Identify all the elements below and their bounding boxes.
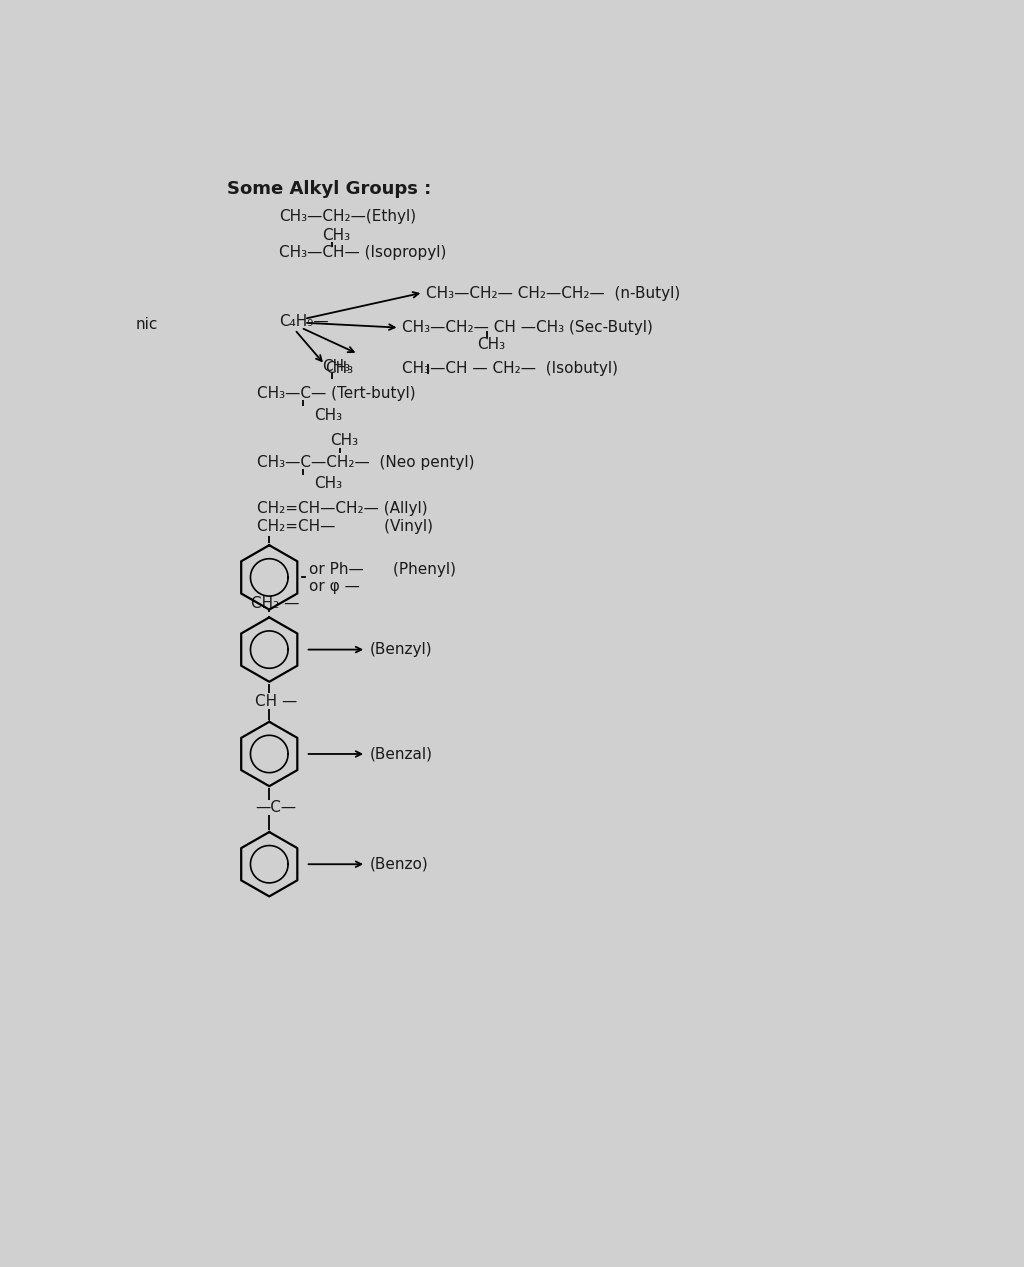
Text: (Benzal): (Benzal) (370, 746, 433, 761)
Text: CH₃: CH₃ (314, 476, 343, 492)
Text: CH₃: CH₃ (325, 361, 353, 376)
Text: CH₃: CH₃ (331, 433, 358, 449)
Text: (Benzo): (Benzo) (370, 856, 429, 872)
Text: CH₃—CH — CH₂—  (Isobutyl): CH₃—CH — CH₂— (Isobutyl) (401, 361, 617, 376)
Text: CH₃: CH₃ (323, 359, 350, 374)
Text: CH₃: CH₃ (323, 228, 350, 243)
Text: CH₃—CH— (Isopropyl): CH₃—CH— (Isopropyl) (279, 245, 446, 260)
Text: CH₃—CH₂— CH —CH₃ (Sec-Butyl): CH₃—CH₂— CH —CH₃ (Sec-Butyl) (401, 321, 652, 336)
Text: CH₃—C— (Tert-butyl): CH₃—C— (Tert-butyl) (257, 385, 416, 400)
Text: CH₂=CH—CH₂— (Allyl): CH₂=CH—CH₂— (Allyl) (257, 500, 428, 516)
Text: or Ph—      (Phenyl): or Ph— (Phenyl) (309, 563, 456, 576)
Text: C₄H₉—: C₄H₉— (279, 314, 329, 329)
Text: CH₃—CH₂— CH₂—CH₂—  (n-Butyl): CH₃—CH₂— CH₂—CH₂— (n-Butyl) (426, 286, 680, 302)
Text: CH₂=CH—          (Vinyl): CH₂=CH— (Vinyl) (257, 519, 433, 535)
Text: CH₃: CH₃ (314, 408, 343, 423)
Text: nic: nic (136, 317, 159, 332)
Text: Some Alkyl Groups :: Some Alkyl Groups : (227, 180, 431, 198)
Text: CH₃: CH₃ (477, 337, 505, 352)
Text: CH₃—CH₂—(Ethyl): CH₃—CH₂—(Ethyl) (279, 209, 416, 224)
Text: CH —: CH — (255, 694, 297, 708)
Text: CH₃—C—CH₂—  (Neo pentyl): CH₃—C—CH₂— (Neo pentyl) (257, 455, 475, 470)
Text: CH₂ —: CH₂ — (251, 597, 299, 611)
Text: or φ —: or φ — (309, 579, 359, 594)
Text: (Benzyl): (Benzyl) (370, 642, 433, 658)
Text: —C—: —C— (255, 801, 296, 815)
